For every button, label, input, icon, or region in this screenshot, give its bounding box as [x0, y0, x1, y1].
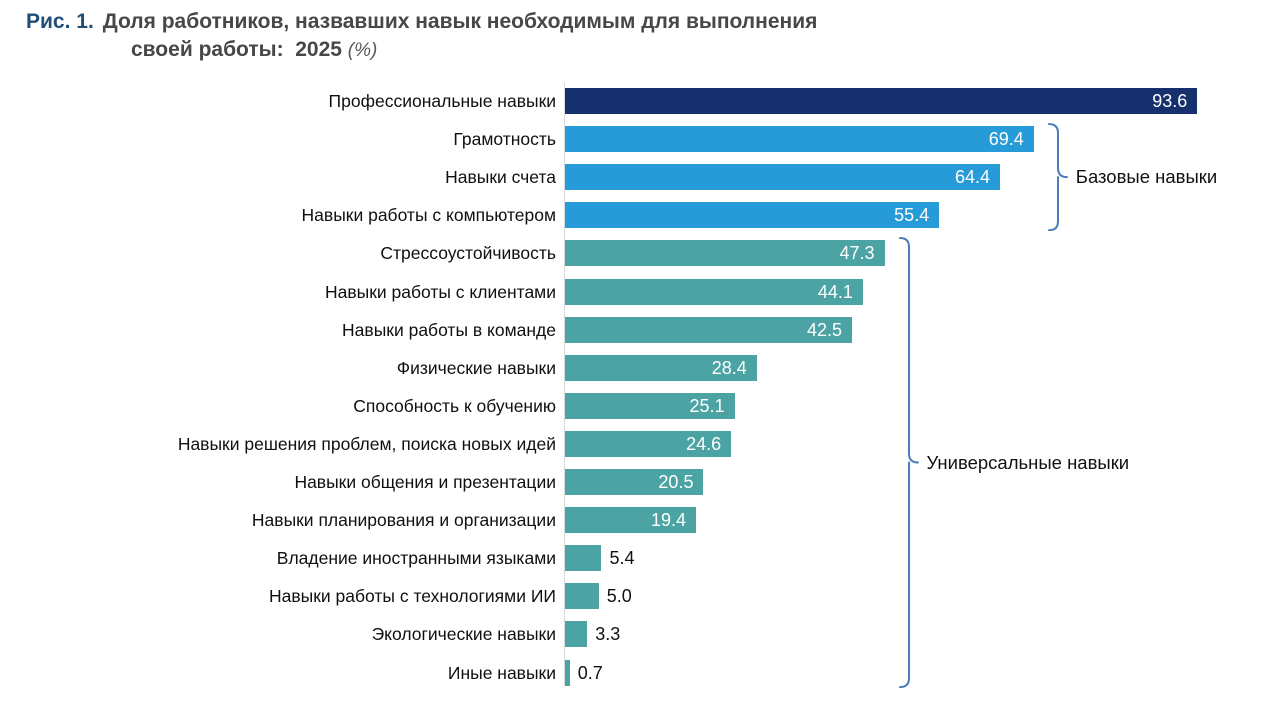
- figure-number: Рис. 1.: [26, 10, 94, 33]
- bar-row: Навыки решения проблем, поиска новых иде…: [0, 430, 1280, 457]
- bar-row: Навыки работы с клиентами 44.1: [0, 278, 1280, 305]
- bar[interactable]: [565, 88, 1198, 114]
- bar-row: Навыки общения и презентации 20.5: [0, 469, 1280, 495]
- bar[interactable]: [565, 164, 1001, 191]
- category-label: Владение иностранными языками: [276, 548, 556, 569]
- category-label: Стрессоустойчивость: [380, 243, 556, 264]
- bar[interactable]: [565, 316, 853, 343]
- bar-value-label: 0.7: [577, 662, 603, 683]
- bar-row: Экологические навыки 3.3: [0, 621, 1280, 648]
- title-text-line-2: своей работы:: [131, 38, 284, 61]
- bar-value-label: 20.5: [658, 472, 694, 492]
- bar[interactable]: [565, 507, 697, 534]
- bar-row: Физические навыки 28.4: [0, 354, 1280, 381]
- bar[interactable]: [565, 621, 588, 648]
- bar-value-label: 5.0: [606, 586, 632, 607]
- bar-value-label: 55.4: [894, 205, 930, 226]
- bar[interactable]: [565, 126, 1034, 153]
- bar-value-label: 25.1: [689, 395, 725, 416]
- title-line-2: своей работы: 2025 (%): [26, 36, 1256, 65]
- category-label: Навыки работы с клиентами: [324, 281, 556, 302]
- bar-row: Навыки планирования и организации 19.4: [0, 507, 1280, 534]
- bar-value-label: 5.4: [609, 548, 635, 569]
- bar-row: Навыки работы с компьютером 55.4: [0, 202, 1280, 229]
- title-line-1: Рис. 1. Доля работников, назвавших навык …: [26, 8, 1256, 36]
- bar-value-label: 69.4: [988, 129, 1024, 150]
- bar-row: Навыки счета 64.4: [0, 164, 1280, 191]
- bar-value-label: 42.5: [807, 319, 843, 340]
- category-label: Навыки работы с технологиями ИИ: [269, 586, 556, 607]
- bar[interactable]: [565, 202, 940, 229]
- category-label: Профессиональные навыки: [328, 91, 556, 111]
- group-bracket-label: Универсальные навыки: [926, 451, 1130, 473]
- value-axis-line: [564, 82, 565, 686]
- bar-value-label: 64.4: [954, 167, 991, 188]
- category-label: Навыки решения проблем, поиска новых иде…: [177, 433, 556, 454]
- category-label: Навыки работы в команде: [342, 319, 556, 340]
- bracket-shape: [1047, 123, 1068, 232]
- category-label: Навыки общения и презентации: [294, 472, 556, 492]
- bar-row: Навыки работы в команде 42.5: [0, 316, 1280, 343]
- bar[interactable]: [565, 354, 757, 381]
- bar-row: Профессиональные навыки 93.6: [0, 88, 1280, 114]
- bar[interactable]: [565, 392, 735, 419]
- bar-value-label: 3.3: [595, 624, 621, 645]
- category-label: Навыки планирования и организации: [251, 510, 556, 531]
- bracket-shape: [898, 237, 919, 689]
- bar-value-label: 93.6: [1152, 91, 1188, 111]
- bar-value-label: 28.4: [711, 357, 747, 378]
- title-text-line-1: Доля работников, назвавших навык необход…: [102, 10, 818, 33]
- figure-title: Рис. 1. Доля работников, назвавших навык …: [26, 8, 1256, 65]
- category-label: Навыки работы с компьютером: [301, 205, 556, 226]
- bar-row: Грамотность 69.4: [0, 126, 1280, 153]
- bar[interactable]: [565, 430, 732, 457]
- bar-row: Способность к обучению 25.1: [0, 392, 1280, 419]
- bar-value-label: 47.3: [839, 243, 875, 264]
- bar-row: Стрессоустойчивость 47.3: [0, 240, 1280, 267]
- group-bracket: [898, 237, 925, 689]
- category-label: Способность к обучению: [353, 395, 556, 416]
- category-label: Навыки счета: [445, 167, 556, 188]
- bar[interactable]: [565, 545, 602, 572]
- bar-row: Владение иностранными языками 5.4: [0, 545, 1280, 572]
- bar-value-label: 44.1: [817, 281, 853, 302]
- group-bracket-label: Базовые навыки: [1075, 166, 1218, 188]
- bar[interactable]: [565, 583, 599, 610]
- bar[interactable]: [565, 240, 885, 267]
- title-year: 2025: [295, 38, 342, 61]
- bar-row: Иные навыки 0.7: [0, 659, 1280, 686]
- bar[interactable]: [565, 469, 704, 495]
- bar-chart: Профессиональные навыки 93.6 Грамотность 69…: [0, 78, 1280, 698]
- bar-value-label: 24.6: [686, 433, 722, 454]
- category-label: Иные навыки: [447, 662, 556, 683]
- category-label: Физические навыки: [396, 357, 556, 378]
- title-units: (%): [347, 40, 378, 61]
- bar[interactable]: [565, 278, 863, 305]
- category-label: Экологические навыки: [371, 624, 556, 645]
- bar-value-label: 19.4: [651, 510, 687, 531]
- category-label: Грамотность: [453, 129, 556, 150]
- group-bracket: [1047, 123, 1074, 232]
- bar[interactable]: [565, 659, 570, 686]
- bar-row: Навыки работы с технологиями ИИ 5.0: [0, 583, 1280, 610]
